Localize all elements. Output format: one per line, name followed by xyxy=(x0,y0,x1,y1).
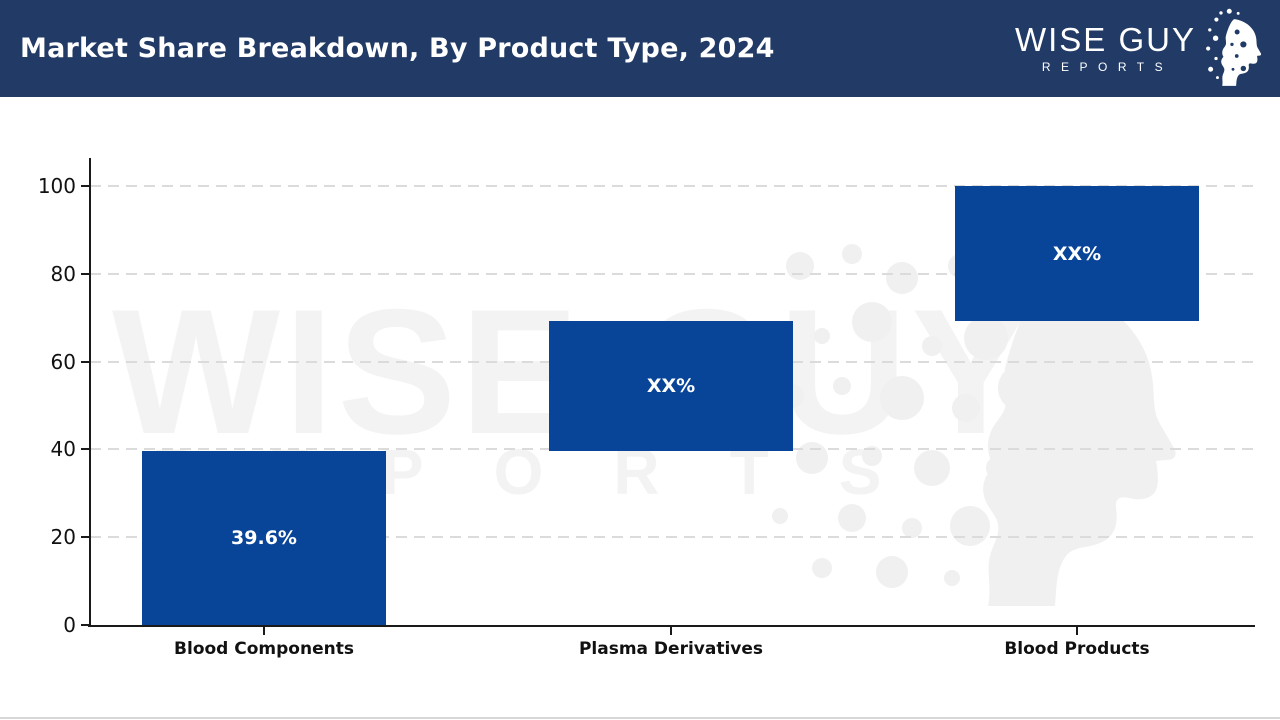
gridline-20 xyxy=(90,536,1255,539)
wise-guy-reports-logo: WISE GUY REPORTS xyxy=(1015,7,1262,90)
bar-segment-3: XX% xyxy=(955,186,1199,322)
bar-value-label: XX% xyxy=(646,375,696,398)
bar-segment-2: XX% xyxy=(549,321,793,452)
y-tick-label-20: 20 xyxy=(50,525,76,550)
x-tick-2 xyxy=(670,627,672,635)
y-tick-80 xyxy=(81,272,89,275)
y-axis-line xyxy=(89,158,91,627)
x-tick-1 xyxy=(263,627,265,635)
page-bottom-border xyxy=(0,717,1280,719)
y-tick-label-0: 0 xyxy=(63,613,76,637)
x-tick-label-3: Blood Products xyxy=(1004,639,1150,659)
logo-wordmark: WISE GUY xyxy=(1014,21,1196,58)
y-tick-label-40: 40 xyxy=(50,437,76,462)
y-tick-60 xyxy=(81,360,89,363)
y-tick-40 xyxy=(81,448,89,451)
logo-face-icon xyxy=(1204,7,1262,90)
y-tick-label-100: 100 xyxy=(37,174,76,198)
gridline-80 xyxy=(90,272,1255,275)
y-tick-0 xyxy=(81,624,89,626)
bar-segment-1: 39.6% xyxy=(142,451,386,625)
x-axis-line xyxy=(88,625,1255,627)
header-bar: Market Share Breakdown, By Product Type,… xyxy=(0,0,1280,97)
y-tick-label-80: 80 xyxy=(50,261,76,286)
y-tick-100 xyxy=(81,185,89,187)
bar-value-label: XX% xyxy=(1052,242,1102,265)
logo-subtitle: REPORTS xyxy=(1041,60,1174,74)
x-tick-label-1: Blood Components xyxy=(174,639,354,659)
x-tick-label-2: Plasma Derivatives xyxy=(578,639,764,659)
y-tick-20 xyxy=(81,536,89,539)
x-tick-3 xyxy=(1076,627,1078,635)
logo-text: WISE GUY REPORTS xyxy=(1015,23,1196,74)
gridline-100 xyxy=(90,185,1255,187)
y-tick-label-60: 60 xyxy=(50,349,76,374)
chart-title: Market Share Breakdown, By Product Type,… xyxy=(20,33,775,64)
bar-value-label: 39.6% xyxy=(231,527,297,550)
